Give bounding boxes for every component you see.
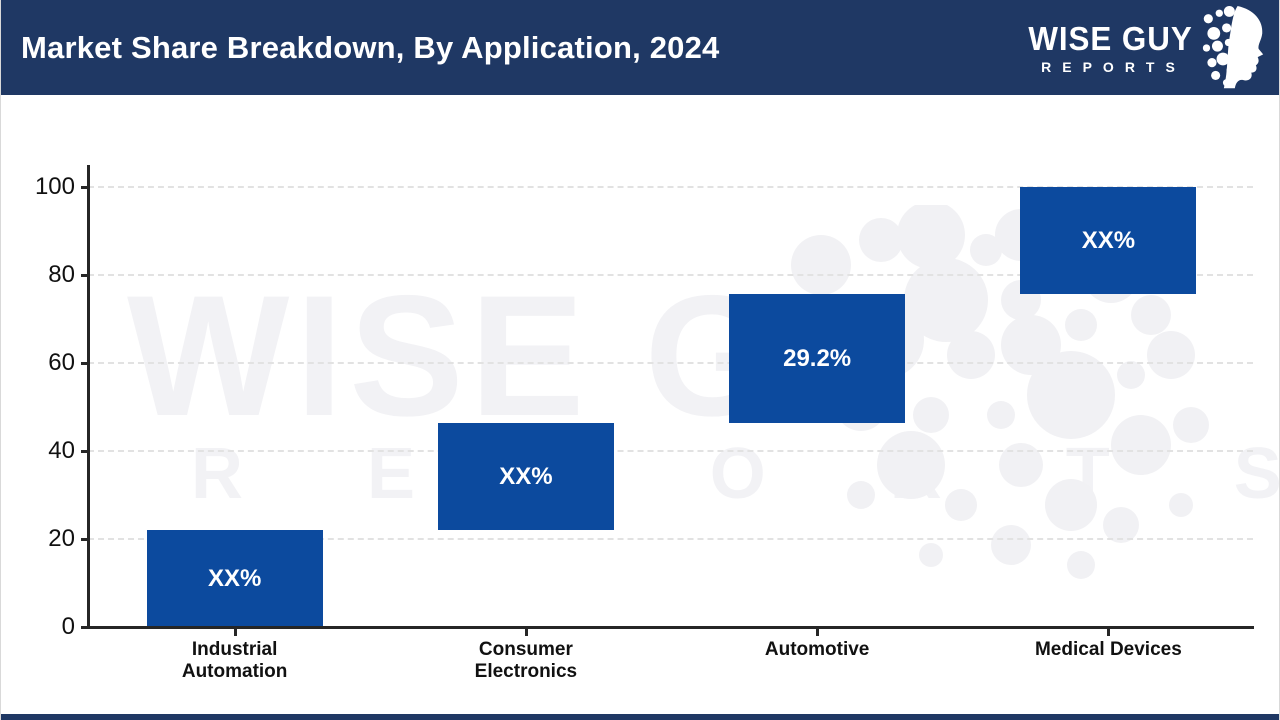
y-axis-tick-label: 100 (34, 173, 75, 200)
x-axis-category-label: Medical Devices (1034, 639, 1182, 660)
y-axis-tick (81, 274, 89, 277)
gridline (88, 274, 1253, 276)
bar-segment: 29.2% (729, 294, 906, 423)
y-axis-line (87, 165, 90, 629)
x-axis-category-label: Consumer Electronics (474, 639, 578, 682)
bar-segment: XX% (437, 422, 614, 531)
gridline (88, 450, 1253, 452)
x-axis-tick (233, 627, 237, 636)
y-axis-tick-label: 40 (48, 437, 75, 464)
y-axis-tick (81, 362, 89, 365)
header-bar: Market Share Breakdown, By Application, … (1, 0, 1279, 95)
y-axis-tick-label: 20 (48, 525, 75, 552)
y-axis-tick-label: 60 (48, 349, 75, 376)
page-title: Market Share Breakdown, By Application, … (21, 29, 720, 65)
gridline (88, 538, 1253, 540)
bar-value-label: XX% (499, 462, 553, 490)
x-axis-tick (1107, 627, 1111, 636)
y-axis-tick-label: 80 (48, 261, 75, 288)
wise-guy-reports-logo: WISE GUY REPORTS (1024, 5, 1265, 91)
gridline (88, 362, 1253, 364)
y-axis-tick-label: 0 (61, 613, 75, 640)
x-axis-tick (816, 627, 820, 636)
logo-wordmark: WISE GUY (1028, 19, 1193, 57)
bar-segment: XX% (146, 530, 323, 627)
y-axis-tick (81, 450, 89, 453)
bar-value-label: 29.2% (783, 344, 852, 372)
logo-text: WISE GUY REPORTS (1024, 22, 1197, 74)
logo-subtitle: REPORTS (1041, 58, 1186, 75)
bar-value-label: XX% (207, 564, 262, 592)
dotted-head-icon (1202, 5, 1264, 88)
x-axis-tick (524, 627, 528, 636)
y-axis-tick (81, 186, 89, 189)
bar-value-label: XX% (1081, 226, 1136, 254)
bar-segment: XX% (1020, 187, 1197, 295)
x-axis-category-label: Automotive (764, 639, 870, 660)
y-axis-tick (81, 626, 89, 629)
x-axis-line (87, 626, 1254, 629)
y-axis-tick (81, 538, 89, 541)
footer-accent-bar (1, 714, 1279, 720)
gridline (88, 186, 1253, 188)
x-axis-category-label: Industrial Automation (181, 639, 288, 682)
